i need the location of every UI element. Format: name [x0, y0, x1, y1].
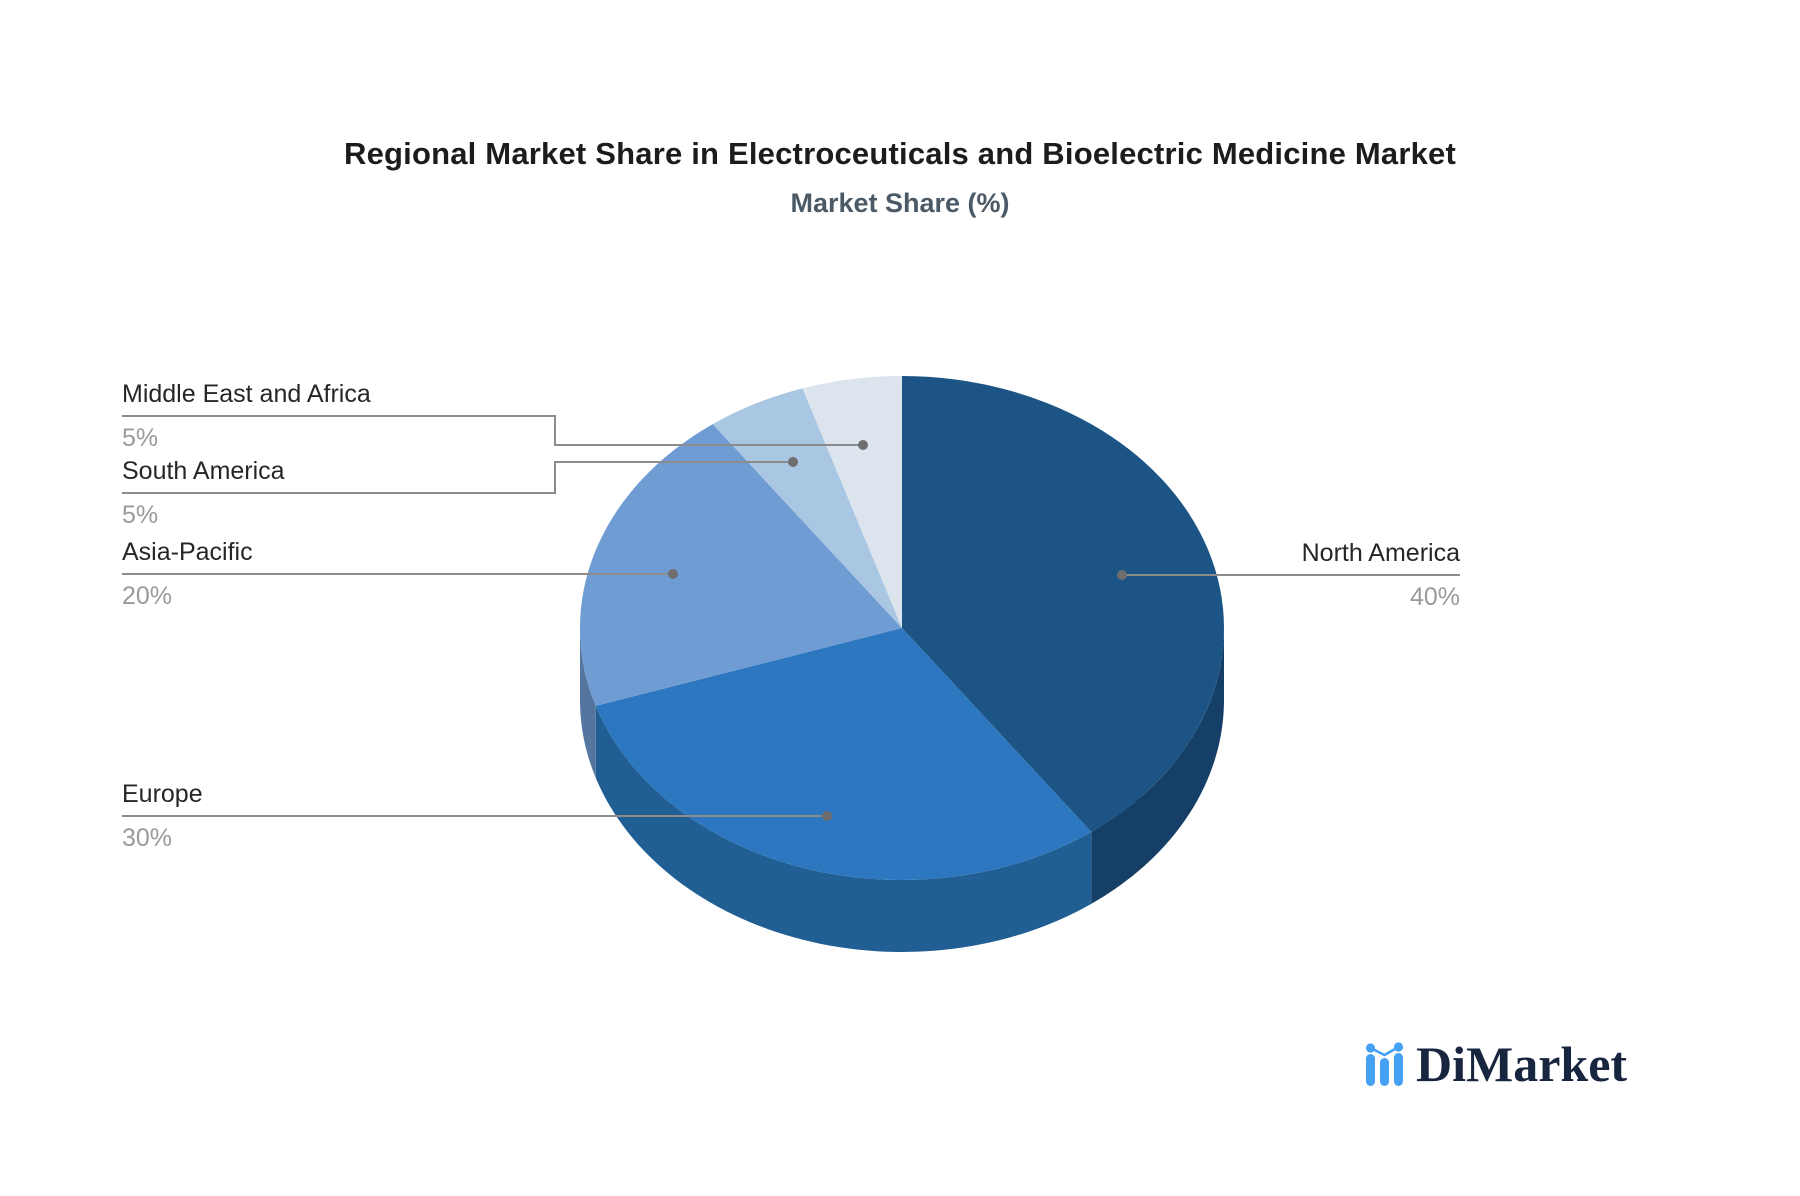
slice-label-name: North America — [1301, 539, 1460, 567]
callout-dot-south-america — [788, 457, 798, 467]
pie-slice-middle-east-and-africa[interactable] — [802, 376, 902, 628]
dimarket-logo: DiMarket — [1364, 1038, 1627, 1090]
callout-dot-middle-east-and-africa — [858, 440, 868, 450]
pie-slice-asia-pacific[interactable] — [580, 424, 902, 706]
pie-rim-europe — [595, 705, 1092, 952]
slice-label-value: 30% — [122, 824, 173, 852]
chart-title: Regional Market Share in Electroceutical… — [343, 136, 1457, 171]
callout-line-south-america — [122, 461, 793, 494]
callout-dot-europe — [822, 811, 832, 821]
slice-label-name: Asia-Pacific — [122, 538, 253, 566]
slice-label-europe: Europe 30% — [122, 781, 203, 852]
bar-chart-logo-icon — [1365, 1042, 1404, 1086]
pie-rim-north-america — [1091, 628, 1224, 904]
callout-line-middle-east-and-africa — [122, 415, 863, 446]
slice-label-value: 40% — [1409, 583, 1460, 611]
logo-wordmark: DiMarket — [1416, 1036, 1628, 1092]
callout-dot-asia-pacific — [668, 569, 678, 579]
slice-label-asia-pacific: Asia-Pacific 20% — [122, 539, 253, 610]
slice-label-name: Europe — [122, 780, 203, 808]
callout-dot-north-america — [1117, 570, 1127, 580]
slice-label-north-america: North America 40% — [1302, 540, 1460, 611]
chart-subtitle: Market Share (%) — [790, 188, 1010, 218]
slice-label-name: Middle East and Africa — [122, 380, 371, 408]
slice-label-value: 5% — [122, 424, 159, 452]
slice-label-name: South America — [122, 457, 285, 485]
pie-rim-asia-pacific — [580, 628, 596, 778]
pie-slice-south-america[interactable] — [712, 388, 902, 628]
slice-label-south-america: South America 5% — [122, 458, 285, 529]
slice-label-value: 5% — [122, 501, 159, 529]
slice-label-middle-east-and-africa: Middle East and Africa 5% — [122, 381, 371, 452]
slice-label-value: 20% — [122, 582, 173, 610]
pie-slice-north-america[interactable] — [902, 376, 1224, 832]
